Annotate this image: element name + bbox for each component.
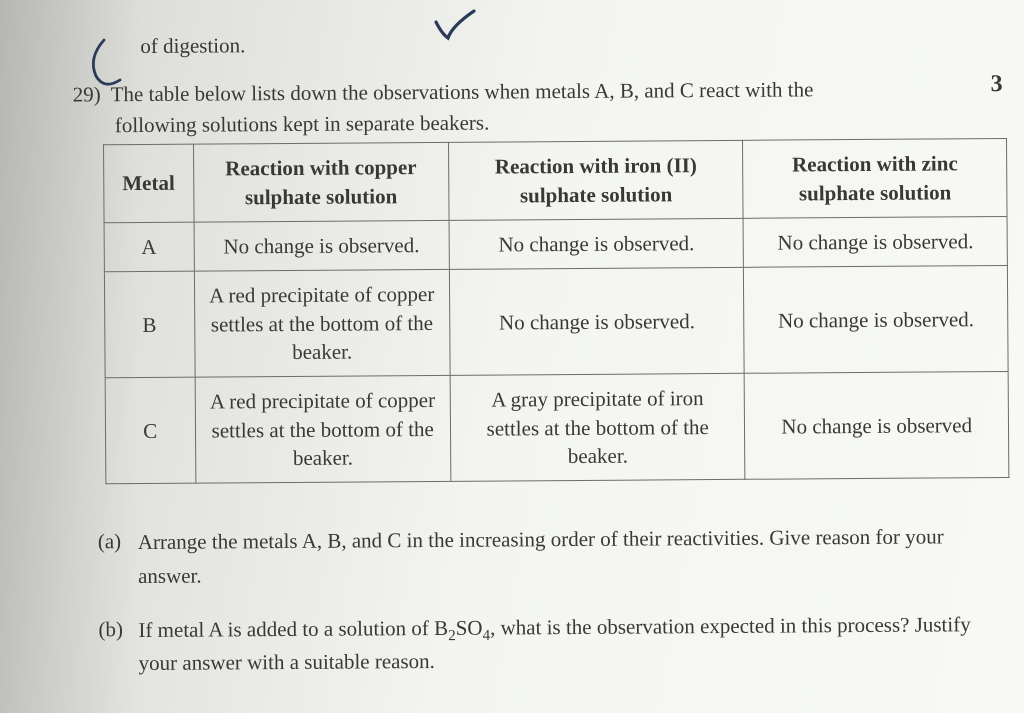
question-text-line2: following solutions kept in separate bea… xyxy=(115,104,1007,141)
question-29: 29)The table below lists down the observ… xyxy=(73,73,1007,140)
cell-copper: A red precipitate of copper settles at t… xyxy=(194,270,450,378)
question-text-line1: The table below lists down the observati… xyxy=(111,78,814,107)
subquestion-b: (b) If metal A is added to a solution of… xyxy=(98,608,1010,682)
subquestion-a-label: (a) xyxy=(98,526,138,593)
table-row: C A red precipitate of copper settles at… xyxy=(105,372,1009,484)
cell-metal: B xyxy=(104,271,194,378)
col-header-metal: Metal xyxy=(104,144,194,222)
table-row: B A red precipitate of copper settles at… xyxy=(104,266,1008,378)
cell-iron: No change is observed. xyxy=(449,268,744,376)
question-number: 29) xyxy=(73,80,111,111)
subquestion-b-label: (b) xyxy=(98,614,138,681)
cell-copper: No change is observed. xyxy=(194,220,450,271)
subquestion-a-text: Arrange the metals A, B, and C in the in… xyxy=(138,520,1010,593)
table-header-row: Metal Reaction with copper sulphate solu… xyxy=(104,139,1008,223)
subquestion-b-text: If metal A is added to a solution of B2S… xyxy=(138,608,1010,681)
chemical-formula: B2SO4, xyxy=(434,615,495,639)
cell-metal: C xyxy=(105,378,195,485)
cell-zinc: No change is observed. xyxy=(744,266,1008,374)
subquestion-b-before: If metal A is added to a solution of xyxy=(138,616,434,642)
col-header-iron: Reaction with iron (II) sulphate solutio… xyxy=(448,141,743,221)
cell-metal: A xyxy=(104,222,194,272)
col-header-copper: Reaction with copper sulphate solution xyxy=(193,143,449,222)
cell-zinc: No change is observed xyxy=(745,372,1009,480)
cell-copper: A red precipitate of copper settles at t… xyxy=(195,376,451,484)
reactions-table: Metal Reaction with copper sulphate solu… xyxy=(103,138,1009,484)
subquestion-a: (a) Arrange the metals A, B, and C in th… xyxy=(98,520,1010,594)
cell-zinc: No change is observed. xyxy=(744,216,1008,267)
question-marks: 3 xyxy=(990,67,1002,102)
cell-iron: A gray precipitate of iron settles at th… xyxy=(450,374,745,482)
previous-question-fragment: of digestion. xyxy=(140,25,1006,61)
page-content: of digestion. 29)The table below lists d… xyxy=(0,0,1024,682)
table-row: A No change is observed. No change is ob… xyxy=(104,216,1007,272)
col-header-zinc: Reaction with zinc sulphate solution xyxy=(743,139,1007,219)
cell-iron: No change is observed. xyxy=(449,218,744,269)
